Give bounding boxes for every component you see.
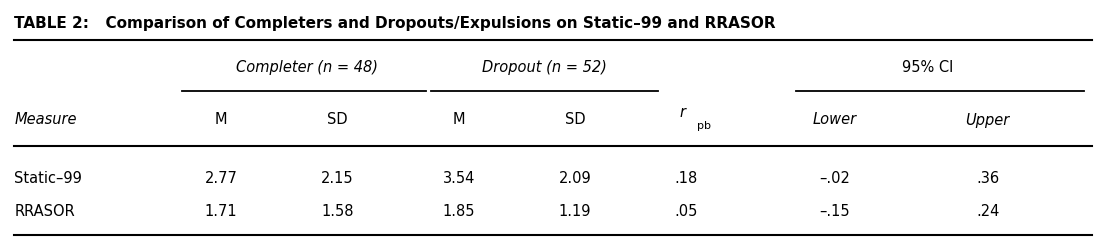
Text: 1.85: 1.85 [442, 204, 476, 219]
Text: SD: SD [565, 113, 585, 127]
Text: 95% CI: 95% CI [902, 60, 953, 75]
Text: M: M [215, 113, 228, 127]
Text: 2.15: 2.15 [321, 171, 354, 186]
Text: –.02: –.02 [820, 171, 851, 186]
Text: Completer (n = 48): Completer (n = 48) [236, 60, 378, 75]
Text: 1.19: 1.19 [559, 204, 592, 219]
Text: RRASOR: RRASOR [14, 204, 75, 219]
Text: 2.77: 2.77 [205, 171, 238, 186]
Text: 2.09: 2.09 [559, 171, 592, 186]
Text: M: M [452, 113, 466, 127]
Text: .18: .18 [674, 171, 698, 186]
Text: –.15: –.15 [820, 204, 851, 219]
Text: SD: SD [327, 113, 347, 127]
Text: 3.54: 3.54 [442, 171, 476, 186]
Text: 1.58: 1.58 [321, 204, 354, 219]
Text: 1.71: 1.71 [205, 204, 238, 219]
Text: pb: pb [697, 121, 711, 131]
Text: .05: .05 [674, 204, 698, 219]
Text: Dropout (n = 52): Dropout (n = 52) [482, 60, 607, 75]
Text: Measure: Measure [14, 113, 77, 127]
Text: .24: .24 [975, 204, 1000, 219]
Text: Comparison of Completers and Dropouts/Expulsions on Static–99 and RRASOR: Comparison of Completers and Dropouts/Ex… [95, 16, 775, 30]
Text: Lower: Lower [813, 113, 857, 127]
Text: .36: .36 [977, 171, 999, 186]
Text: Upper: Upper [966, 113, 1010, 127]
Text: r: r [679, 105, 685, 120]
Text: TABLE 2:: TABLE 2: [14, 16, 90, 30]
Text: Static–99: Static–99 [14, 171, 82, 186]
